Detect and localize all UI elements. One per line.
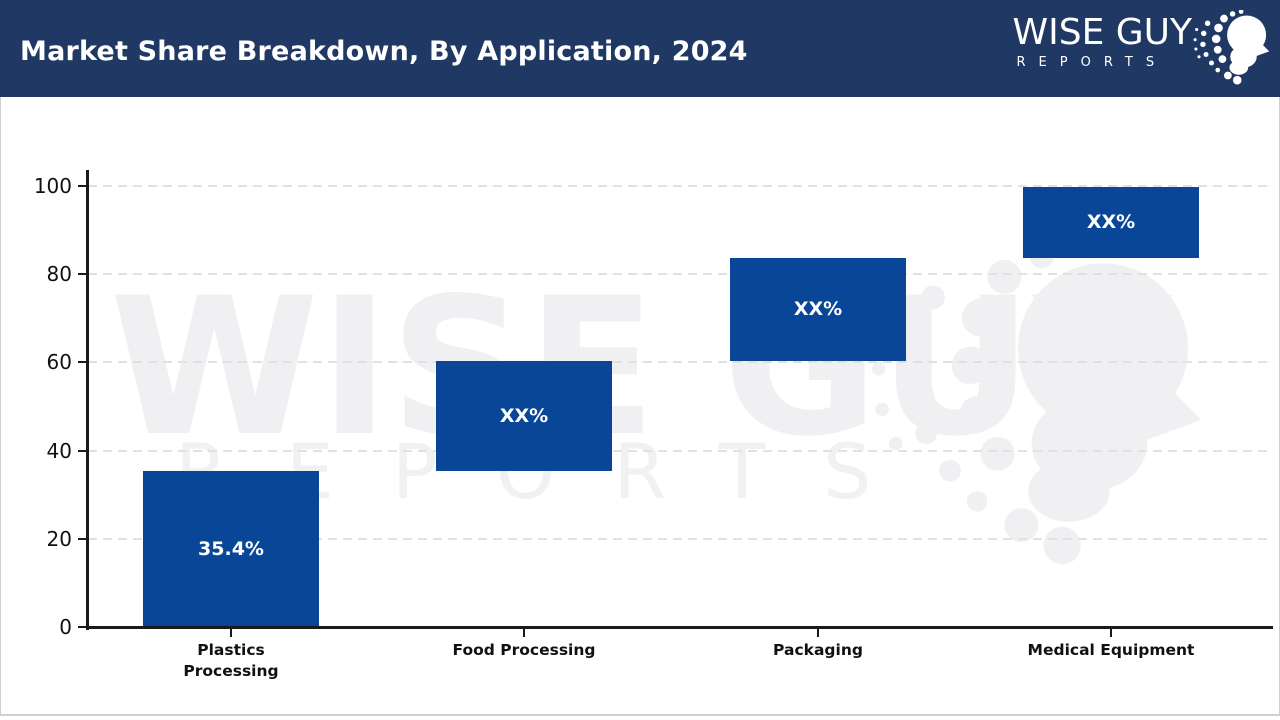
bar: XX% xyxy=(730,257,906,362)
y-tick-label: 80 xyxy=(46,262,72,287)
y-tick-label: 60 xyxy=(46,350,72,375)
bar: XX% xyxy=(1023,186,1199,258)
bar-value-label: XX% xyxy=(1086,211,1136,234)
brand-logo-subtitle: REPORTS xyxy=(1016,54,1168,70)
bar: XX% xyxy=(436,361,612,471)
y-tick-mark xyxy=(78,537,87,540)
x-axis-line xyxy=(86,626,1273,629)
y-tick-label: 100 xyxy=(33,174,72,198)
y-gridline xyxy=(88,273,1273,276)
background-watermark: WISE GUY REPORTS xyxy=(0,97,1280,716)
bar-value-label: XX% xyxy=(793,298,843,321)
y-axis-line xyxy=(86,170,89,630)
y-gridline xyxy=(88,449,1273,452)
bar: 35.4% xyxy=(143,470,319,627)
y-gridline xyxy=(88,537,1273,540)
y-tick-label: 40 xyxy=(46,438,72,463)
y-tick-mark xyxy=(78,626,87,628)
x-category-label: Medical Equipment xyxy=(1027,641,1195,659)
y-tick-mark xyxy=(78,361,87,364)
brand-logo-head-icon xyxy=(1192,6,1270,92)
y-tick-label: 0 xyxy=(59,615,72,639)
x-tick-mark xyxy=(1110,629,1112,637)
x-tick-mark xyxy=(523,629,525,637)
x-tick-mark xyxy=(230,629,232,637)
x-tick-mark xyxy=(817,629,819,637)
header-bar: Market Share Breakdown, By Application, … xyxy=(0,0,1280,97)
x-category-label: Packaging xyxy=(773,641,863,659)
y-gridline xyxy=(88,185,1273,187)
brand-logo: WISE GUY REPORTS xyxy=(1013,14,1193,70)
y-tick-mark xyxy=(78,449,87,452)
y-tick-label: 20 xyxy=(46,526,72,551)
brand-logo-wordmark: WISE GUY xyxy=(1012,12,1193,53)
y-tick-mark xyxy=(78,185,87,187)
panel-border-left xyxy=(0,97,1,716)
x-category-label: Food Processing xyxy=(452,641,596,659)
y-tick-mark xyxy=(78,273,87,276)
panel-border-bottom xyxy=(0,714,1280,716)
y-gridline xyxy=(88,361,1273,364)
x-category-label: Plastics Processing xyxy=(183,641,279,681)
bar-value-label: XX% xyxy=(499,404,549,427)
page-title: Market Share Breakdown, By Application, … xyxy=(20,36,748,67)
bar-value-label: 35.4% xyxy=(198,537,264,560)
